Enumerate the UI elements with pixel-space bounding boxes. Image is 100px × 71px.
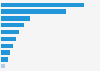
Bar xyxy=(1,23,24,27)
Bar xyxy=(1,57,8,62)
Bar xyxy=(1,30,19,34)
Bar xyxy=(1,9,66,14)
Bar xyxy=(1,64,5,68)
Bar xyxy=(1,50,10,55)
Bar xyxy=(1,3,84,7)
Bar xyxy=(1,16,30,21)
Bar xyxy=(1,37,16,41)
Bar xyxy=(1,44,13,48)
